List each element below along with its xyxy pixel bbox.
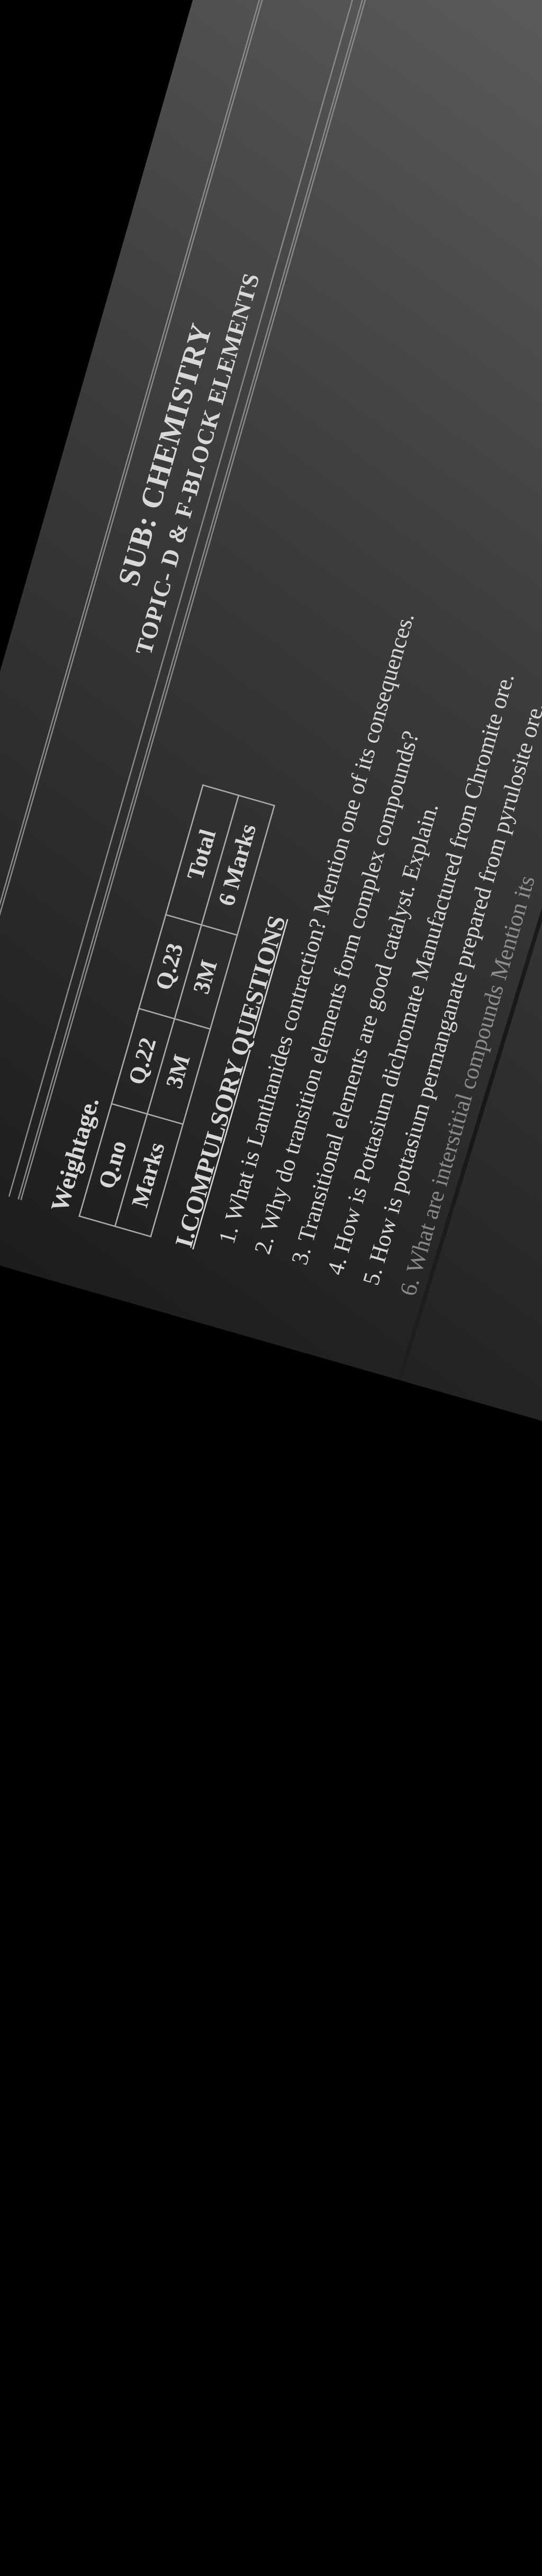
photo-rotation-wrap: SUB: CHEMISTRY TOPIC- D & F-BLOCK ELEMEN… <box>0 0 542 2510</box>
question-paper: SUB: CHEMISTRY TOPIC- D & F-BLOCK ELEMEN… <box>0 0 542 1561</box>
